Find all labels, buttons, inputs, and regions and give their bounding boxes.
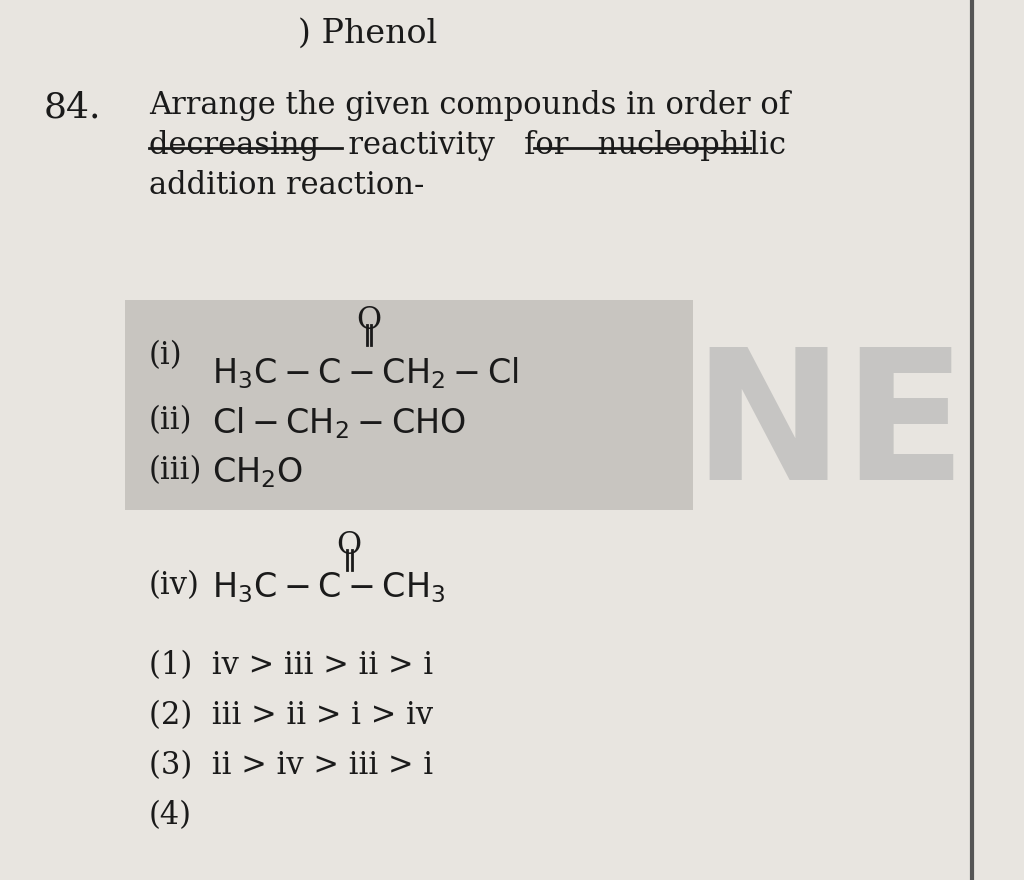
- Text: $\mathrm{H_3C}-\mathrm{C}-\mathrm{CH_2}-\mathrm{Cl}$: $\mathrm{H_3C}-\mathrm{C}-\mathrm{CH_2}-…: [212, 355, 518, 391]
- Text: decreasing   reactivity   for   nucleophilic: decreasing reactivity for nucleophilic: [150, 130, 786, 161]
- Text: (i): (i): [150, 340, 182, 371]
- Text: (iv): (iv): [150, 570, 200, 601]
- Text: (ii): (ii): [150, 405, 193, 436]
- Text: (3)  ii > iv > iii > i: (3) ii > iv > iii > i: [150, 750, 433, 781]
- Text: 84.: 84.: [43, 90, 100, 124]
- Text: (1)  iv > iii > ii > i: (1) iv > iii > ii > i: [150, 650, 433, 681]
- Text: (2)  iii > ii > i > iv: (2) iii > ii > i > iv: [150, 700, 433, 731]
- Text: $\mathrm{Cl}-\mathrm{CH_2}-\mathrm{CHO}$: $\mathrm{Cl}-\mathrm{CH_2}-\mathrm{CHO}$: [212, 405, 466, 441]
- Text: NE: NE: [692, 342, 967, 518]
- Text: (iii): (iii): [150, 455, 203, 486]
- Text: Arrange the given compounds in order of: Arrange the given compounds in order of: [150, 90, 791, 121]
- Text: ) Phenol: ) Phenol: [298, 18, 437, 50]
- Text: $\mathrm{CH_2O}$: $\mathrm{CH_2O}$: [212, 455, 302, 489]
- Text: O: O: [356, 305, 381, 336]
- Text: (4): (4): [150, 800, 193, 831]
- Text: $\mathrm{H_3C}-\mathrm{C}-\mathrm{CH_3}$: $\mathrm{H_3C}-\mathrm{C}-\mathrm{CH_3}$: [212, 570, 445, 605]
- Bar: [125, 300, 692, 510]
- Text: O: O: [337, 530, 361, 561]
- Text: addition reaction-: addition reaction-: [150, 170, 425, 201]
